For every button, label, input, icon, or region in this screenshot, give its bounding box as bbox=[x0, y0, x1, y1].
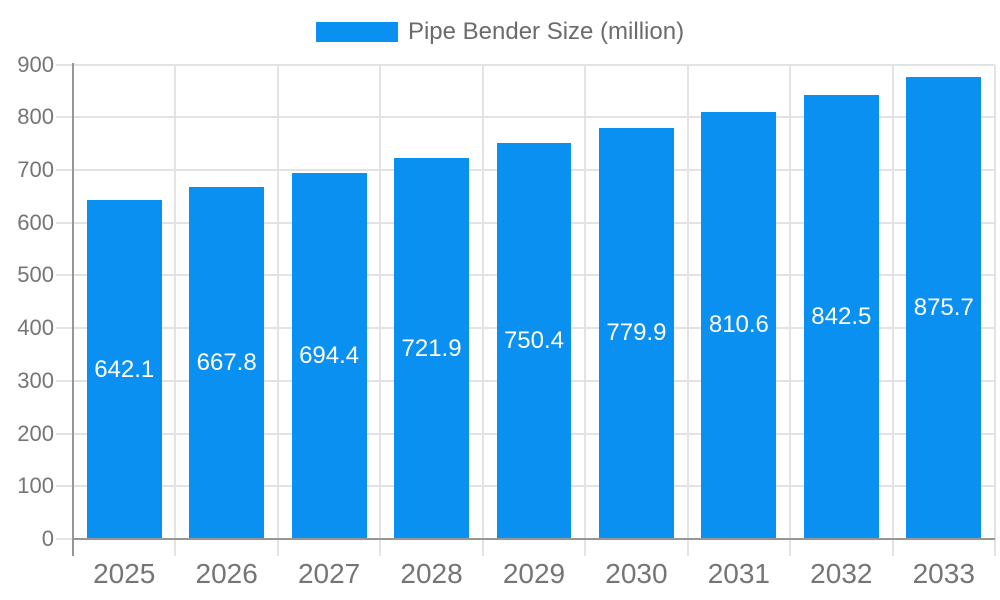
y-axis-tick-label: 0 bbox=[41, 526, 54, 551]
bar-value-label: 842.5 bbox=[811, 302, 872, 330]
x-axis-tick-label: 2029 bbox=[502, 558, 566, 589]
y-axis-tick-label: 500 bbox=[17, 262, 54, 288]
x-axis-line bbox=[72, 538, 995, 540]
x-gridline bbox=[891, 64, 894, 539]
x-axis-tick-label: 2032 bbox=[810, 558, 873, 589]
x-gridline bbox=[276, 64, 279, 539]
y-axis-tick-label: 300 bbox=[17, 367, 54, 393]
x-axis-tick-label: 2030 bbox=[605, 558, 668, 589]
bar-2031[interactable]: 810.6 bbox=[701, 111, 777, 539]
y-axis-tick-label: 200 bbox=[17, 420, 54, 446]
x-gridline bbox=[379, 64, 382, 539]
y-axis-tick-label: 400 bbox=[17, 315, 54, 341]
x-axis-tick bbox=[276, 539, 279, 556]
y-gridline bbox=[56, 63, 995, 66]
x-axis-tick bbox=[379, 539, 382, 556]
bar-value-label: 667.8 bbox=[196, 348, 257, 376]
x-axis-tick bbox=[174, 539, 177, 556]
bar-value-label: 810.6 bbox=[708, 311, 769, 339]
y-gridline bbox=[56, 116, 995, 119]
x-axis-tick-label: 2026 bbox=[195, 558, 258, 589]
bar-2026[interactable]: 667.8 bbox=[189, 186, 265, 539]
bar-2028[interactable]: 721.9 bbox=[394, 158, 469, 539]
x-gridline bbox=[686, 64, 689, 539]
legend-label: Pipe Bender Size (million) bbox=[407, 18, 685, 45]
bar-2032[interactable]: 842.5 bbox=[803, 94, 879, 539]
bar-2033[interactable]: 875.7 bbox=[906, 77, 982, 539]
x-axis-tick-label: 2033 bbox=[912, 558, 975, 589]
x-axis-tick bbox=[789, 539, 792, 556]
x-axis-tick bbox=[994, 539, 996, 556]
y-axis-tick-label: 800 bbox=[17, 104, 54, 130]
bar-value-label: 721.9 bbox=[401, 334, 462, 362]
x-gridline bbox=[584, 64, 587, 539]
bar-value-label: 779.9 bbox=[606, 319, 667, 347]
y-axis-tick-label: 600 bbox=[17, 209, 54, 235]
bar-2030[interactable]: 779.9 bbox=[599, 127, 674, 539]
bar-value-label: 750.4 bbox=[503, 327, 565, 355]
bar-2027[interactable]: 694.4 bbox=[291, 172, 367, 539]
x-axis-tick-label: 2028 bbox=[400, 558, 463, 589]
x-gridline bbox=[994, 64, 996, 539]
bar-value-label: 875.7 bbox=[913, 294, 974, 322]
x-axis-tick bbox=[584, 539, 587, 556]
y-axis-tick-label: 900 bbox=[17, 51, 54, 77]
y-axis-tick-label: 700 bbox=[17, 156, 54, 182]
x-gridline bbox=[174, 64, 177, 539]
x-gridline bbox=[789, 64, 792, 539]
legend-item[interactable]: Pipe Bender Size (million) bbox=[0, 17, 1000, 47]
x-axis-tick bbox=[891, 539, 894, 556]
y-axis-line bbox=[72, 63, 74, 556]
bar-value-label: 642.1 bbox=[94, 355, 155, 383]
x-axis-tick-label: 2031 bbox=[707, 558, 771, 589]
bar-value-label: 694.4 bbox=[299, 341, 360, 369]
bar-2025[interactable]: 642.1 bbox=[86, 200, 162, 539]
x-gridline bbox=[481, 64, 484, 539]
x-axis-tick-label: 2027 bbox=[297, 558, 361, 589]
x-axis-tick bbox=[481, 539, 484, 556]
y-axis-tick-label: 100 bbox=[17, 473, 54, 499]
x-axis-tick bbox=[686, 539, 689, 556]
bar-2029[interactable]: 750.4 bbox=[496, 143, 572, 539]
legend-swatch bbox=[315, 22, 398, 42]
x-axis-tick-label: 2025 bbox=[93, 558, 156, 589]
